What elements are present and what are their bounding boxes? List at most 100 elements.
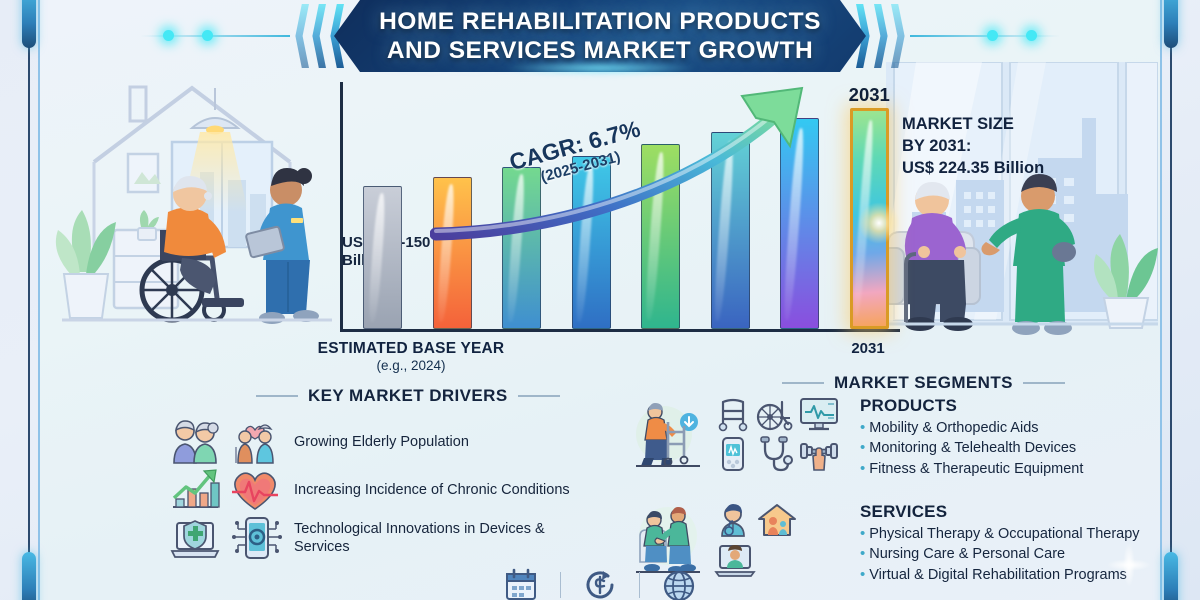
chevron-right-3-icon <box>891 4 905 68</box>
bar-2026 <box>502 166 542 329</box>
bullet-dot: • <box>860 545 866 563</box>
sparkle-decoration <box>1100 536 1158 594</box>
heading-rule-left <box>256 395 298 397</box>
laptop-medical-shield-icon <box>170 520 220 558</box>
services-bullet: • Virtual & Digital Rehabilitation Progra… <box>860 565 1140 585</box>
chevron-left-3-icon <box>295 4 309 68</box>
product-icon-group <box>714 396 842 479</box>
products-bullet: • Mobility & Orthopedic Aids <box>860 418 1083 438</box>
segments-rule-left <box>782 382 824 384</box>
driver-icon-group <box>168 419 284 465</box>
driver-item: Increasing Incidence of Chronic Conditio… <box>168 466 588 514</box>
services-bullet: • Physical Therapy & Occupational Therapy <box>860 524 1140 544</box>
nurse-icon <box>721 504 745 537</box>
market-segments-heading: MARKET SEGMENTS <box>782 373 1065 393</box>
chart-x-axis <box>340 329 900 332</box>
bar-sparkle-icon <box>857 201 900 244</box>
elderly-couple-icon <box>173 420 219 464</box>
strip-divider <box>560 572 561 598</box>
banner-plate <box>334 0 866 72</box>
products-bullet-text: Fitness & Therapeutic Equipment <box>869 460 1084 477</box>
page-title: HOME REHABILITATION PRODUCTS AND SERVICE… <box>288 0 912 72</box>
title-banner: HOME REHABILITATION PRODUCTS AND SERVICE… <box>288 0 912 75</box>
driver-label: Technological Innovations in Devices & S… <box>294 520 545 555</box>
currency-cycle-icon <box>586 571 614 599</box>
deco-dot-left-1 <box>163 30 174 41</box>
services-bullet-text: Virtual & Digital Rehabilitation Program… <box>869 566 1127 583</box>
title-line-2: AND SERVICES MARKET GROWTH <box>386 36 814 64</box>
driver-icon-group <box>168 467 284 513</box>
service-icon-group <box>714 502 842 585</box>
deco-dot-right-2 <box>987 30 998 41</box>
deco-dot-left-2 <box>202 30 213 41</box>
bar-top-year-label: 2031 <box>848 84 890 106</box>
bar-2030 <box>780 118 820 329</box>
products-bullet: • Monitoring & Telehealth Devices <box>860 438 1083 458</box>
products-title: PRODUCTS <box>860 396 957 415</box>
services-title: SERVICES <box>860 502 948 521</box>
chart-x-label-base-year: ESTIMATED BASE YEAR (e.g., 2024) <box>296 340 526 373</box>
frame-outer <box>28 0 1172 600</box>
bullet-dot: • <box>860 459 866 477</box>
chevron-right-2-icon <box>874 4 888 68</box>
market-growth-bar-chart: US$ 140-150 Billion CAGR: 6.7% (2025-203… <box>330 82 910 344</box>
glucose-meter-icon <box>722 437 744 471</box>
banner-underglow <box>500 61 700 75</box>
frame-cap-top-left <box>22 0 36 48</box>
heading-rule-right <box>517 395 560 397</box>
strip-divider <box>639 572 640 598</box>
frame-cap-bottom-left <box>22 552 36 600</box>
title-line-1: HOME REHABILITATION PRODUCTS <box>379 7 821 35</box>
base-year-heading: ESTIMATED BASE YEAR <box>317 340 505 357</box>
drivers-heading-text: KEY MARKET DRIVERS <box>308 386 508 405</box>
chart-y-axis <box>340 82 343 332</box>
market-size-line-1: MARKET SIZE <box>902 115 1014 133</box>
calendar-icon <box>506 568 536 600</box>
segment-services: SERVICES • Physical Therapy & Occupationa… <box>632 502 1140 585</box>
services-bullet: • Nursing Care & Personal Care <box>860 544 1140 564</box>
smartphone-chip-icon <box>232 517 282 559</box>
key-market-drivers-heading: KEY MARKET DRIVERS <box>256 386 560 406</box>
stethoscope-icon <box>760 436 793 472</box>
market-size-line-3: US$ 224.35 Billion <box>902 158 1045 177</box>
bar-2027 <box>571 155 611 329</box>
growth-arrow-icon <box>430 86 804 241</box>
chart-x-label-2031: 2031 <box>851 340 885 357</box>
driver-item: Technological Innovations in Devices & S… <box>168 514 588 562</box>
home-care-icon <box>758 504 796 536</box>
bottom-icon-strip <box>0 564 1200 600</box>
services-body: SERVICES • Physical Therapy & Occupationa… <box>852 502 1140 585</box>
telehealth-laptop-icon <box>714 545 756 577</box>
deco-line-right <box>910 35 1060 37</box>
wheelchair-icon <box>756 400 793 431</box>
growth-chart-icon <box>172 469 220 508</box>
products-body: PRODUCTS • Mobility & Orthopedic Aids • Mo… <box>852 396 1083 479</box>
bullet-dot: • <box>860 565 866 583</box>
bar-2025 <box>432 176 472 329</box>
market-size-line-2: BY 2031: <box>902 136 972 155</box>
services-bullet-text: Physical Therapy & Occupational Therapy <box>869 526 1140 542</box>
bar-highlight <box>367 192 386 323</box>
ecg-monitor-icon <box>800 398 838 431</box>
base-year-subtext: (e.g., 2024) <box>376 358 446 373</box>
driver-label: Growing Elderly Population <box>294 433 469 450</box>
walker-icon <box>718 398 748 432</box>
frame-cap-bottom-right <box>1164 552 1178 600</box>
elderly-pair-heart-icon <box>235 424 274 464</box>
bar-2031-highlighted: 2031 <box>849 84 900 329</box>
globe-icon <box>663 570 695 600</box>
products-bullet-text: Mobility & Orthopedic Aids <box>869 420 1039 436</box>
heart-pulse-icon <box>232 472 278 510</box>
drivers-list: Growing Elderly Population <box>168 418 588 562</box>
segment-products: PRODUCTS • Mobility & Orthopedic Aids • Mo… <box>632 396 1083 479</box>
segments-rule-right <box>1022 382 1065 384</box>
therapy-scene-right <box>886 62 1158 347</box>
deco-line-left <box>140 35 290 37</box>
walker-patient-scene <box>632 396 704 470</box>
bullet-dot: • <box>860 525 866 542</box>
market-size-callout: MARKET SIZE BY 2031: US$ 224.35 Billion <box>902 114 1102 179</box>
frame-cap-top-right <box>1164 0 1178 48</box>
products-bullet: • Fitness & Therapeutic Equipment <box>860 459 1083 479</box>
segments-heading-text: MARKET SEGMENTS <box>834 373 1013 392</box>
